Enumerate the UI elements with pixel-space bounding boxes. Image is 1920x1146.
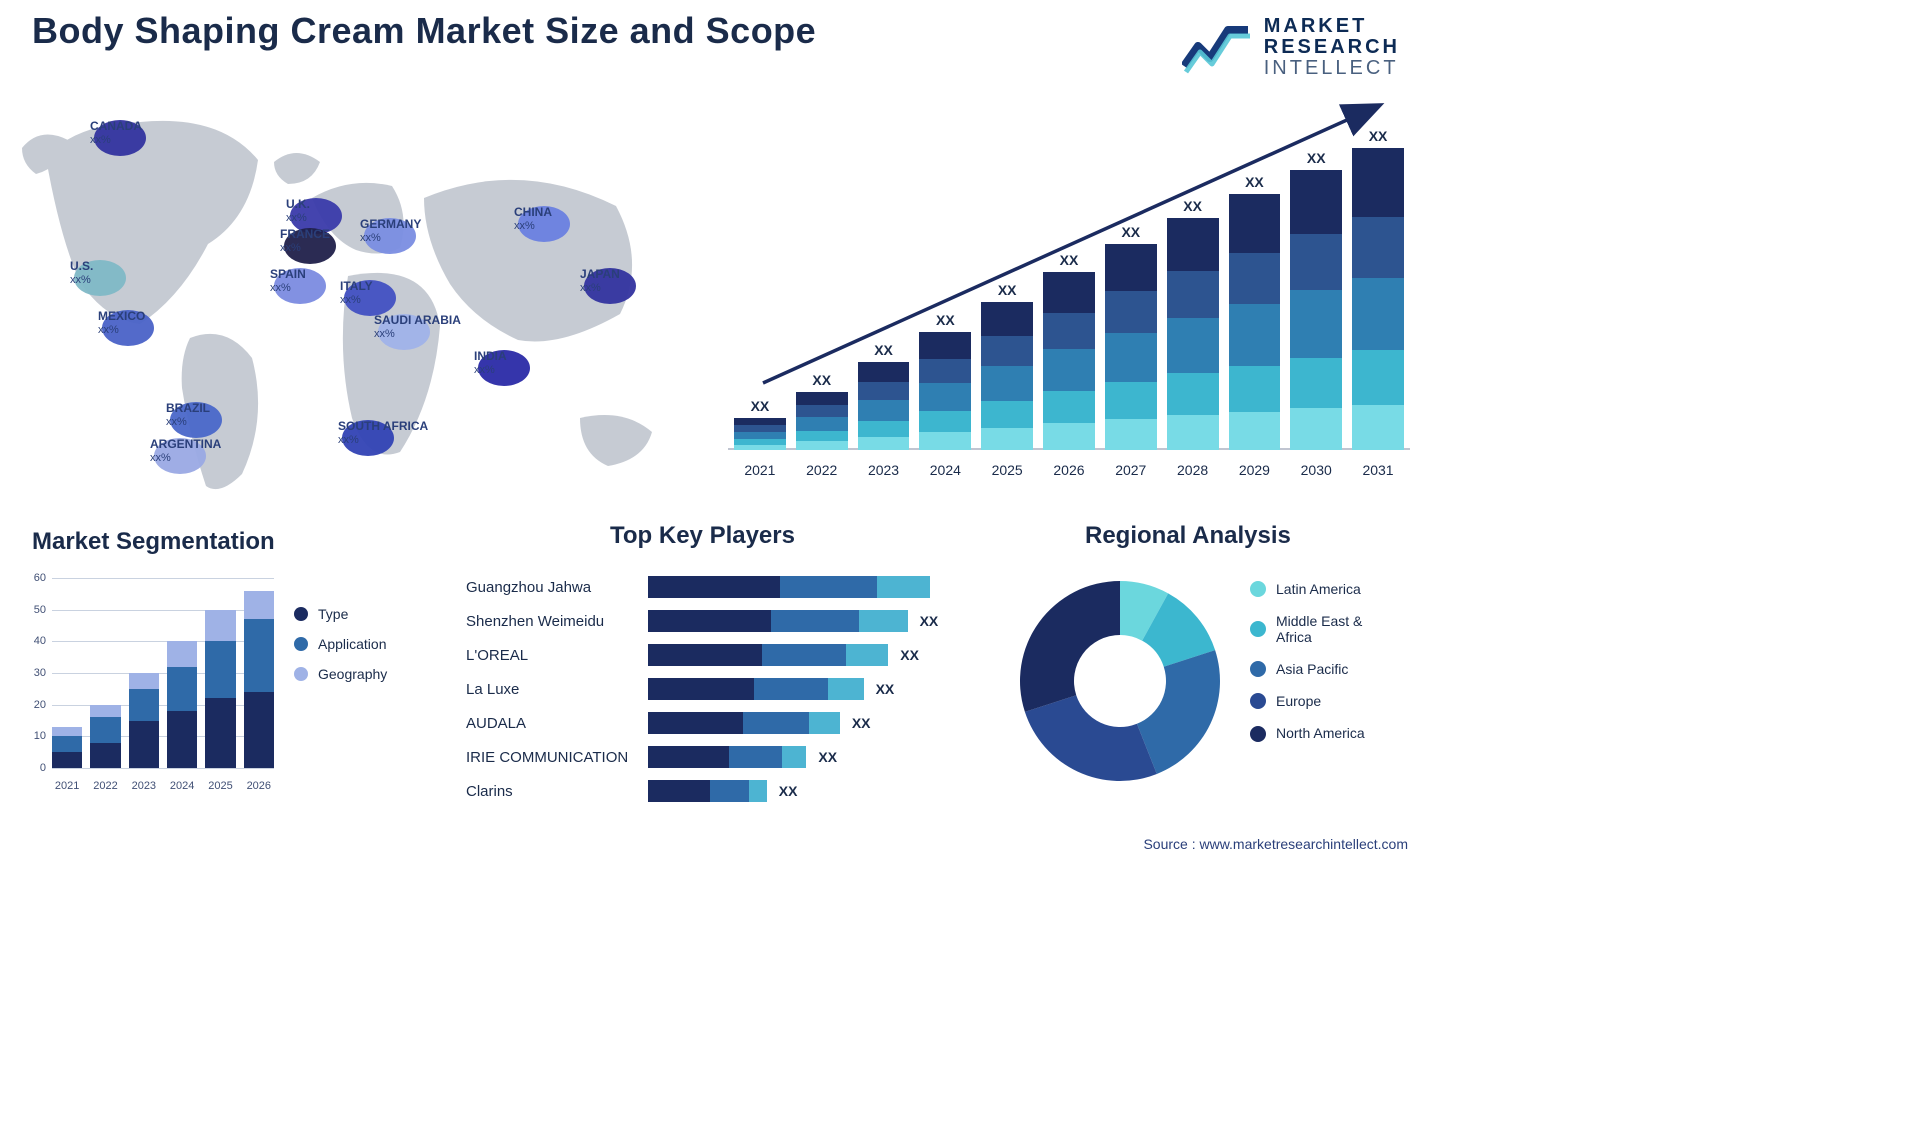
logo-text-3: INTELLECT [1264,58,1400,79]
kp-row-l-oreal: L'OREALXX [466,640,976,670]
kp-row-la-luxe: La LuxeXX [466,674,976,704]
seg-bar-2026 [244,591,274,768]
logo-mark-icon [1182,22,1252,74]
donut-slice-europe [1025,695,1157,781]
forecast-year-2024: 2024 [919,462,971,478]
map-label-u-s-: U.S.xx% [70,260,93,286]
map-label-u-k-: U.K.xx% [286,198,310,224]
map-label-south-africa: SOUTH AFRICAxx% [338,420,428,446]
key-players-chart: Guangzhou Jahwa Shenzhen WeimeiduXX L'OREA… [466,556,976,836]
forecast-chart: XXXXXXXXXXXXXXXXXXXXXX 20212022202320242… [728,90,1410,478]
forecast-year-2030: 2030 [1290,462,1342,478]
forecast-year-2028: 2028 [1167,462,1219,478]
map-label-mexico: MEXICOxx% [98,310,145,336]
world-map: CANADAxx% U.S.xx% MEXICOxx% BRAZILxx% ARGENT… [20,88,690,508]
map-label-spain: SPAINxx% [270,268,306,294]
kp-row-audala: AUDALAXX [466,708,976,738]
forecast-bar-2031: XX [1352,128,1404,450]
regional-chart: Latin America Middle East &Africa Asia Pac… [1005,556,1415,836]
map-label-saudi-arabia: SAUDI ARABIAxx% [374,314,461,340]
forecast-year-2021: 2021 [734,462,786,478]
forecast-bar-2021: XX [734,398,786,450]
seg-legend-type: Type [294,606,387,622]
forecast-year-2029: 2029 [1229,462,1281,478]
source-attribution: Source : www.marketresearchintellect.com [1143,836,1408,852]
map-label-japan: JAPANxx% [580,268,620,294]
seg-bar-2023 [129,673,159,768]
seg-legend-geography: Geography [294,666,387,682]
reg-legend-middle-east-africa: Middle East &Africa [1250,613,1365,645]
map-label-brazil: BRAZILxx% [166,402,210,428]
reg-legend-latin-america: Latin America [1250,581,1365,597]
forecast-year-2027: 2027 [1105,462,1157,478]
reg-legend-north-america: North America [1250,725,1365,741]
reg-legend-asia-pacific: Asia Pacific [1250,661,1365,677]
key-players-title: Top Key Players [610,522,795,550]
logo-text-1: MARKET [1264,16,1400,37]
kp-row-guangzhou-jahwa: Guangzhou Jahwa [466,572,976,602]
kp-row-shenzhen-weimeidu: Shenzhen WeimeiduXX [466,606,976,636]
forecast-bar-2025: XX [981,282,1033,450]
brand-logo: MARKET RESEARCH INTELLECT [1182,16,1400,79]
seg-bar-2021 [52,727,82,768]
map-label-argentina: ARGENTINAxx% [150,438,221,464]
seg-legend-application: Application [294,636,387,652]
regional-donut-icon [1005,566,1235,796]
forecast-bar-2026: XX [1043,252,1095,450]
forecast-bar-2024: XX [919,312,971,450]
seg-bar-2025 [205,610,235,768]
regional-title: Regional Analysis [1085,522,1291,550]
forecast-year-2025: 2025 [981,462,1033,478]
forecast-year-2031: 2031 [1352,462,1404,478]
reg-legend-europe: Europe [1250,693,1365,709]
forecast-year-2026: 2026 [1043,462,1095,478]
forecast-bar-2028: XX [1167,198,1219,450]
donut-slice-north-america [1020,581,1120,712]
segmentation-chart: 0102030405060 202120222023202420252026 T… [20,572,450,832]
seg-bar-2024 [167,641,197,768]
regional-legend: Latin America Middle East &Africa Asia Pac… [1250,581,1365,758]
forecast-bar-2029: XX [1229,174,1281,450]
kp-row-irie-communication: IRIE COMMUNICATIONXX [466,742,976,772]
segmentation-legend: Type Application Geography [294,606,387,696]
seg-bar-2022 [90,705,120,768]
map-label-china: CHINAxx% [514,206,552,232]
map-label-germany: GERMANYxx% [360,218,421,244]
forecast-bar-2023: XX [858,342,910,450]
map-label-india: INDIAxx% [474,350,507,376]
forecast-bar-2030: XX [1290,150,1342,450]
map-label-france: FRANCExx% [280,228,330,254]
kp-row-clarins: ClarinsXX [466,776,976,806]
segmentation-title: Market Segmentation [32,528,275,556]
forecast-year-2023: 2023 [858,462,910,478]
map-label-italy: ITALYxx% [340,280,373,306]
page-title: Body Shaping Cream Market Size and Scope [32,10,816,52]
forecast-bar-2027: XX [1105,224,1157,450]
map-label-canada: CANADAxx% [90,120,142,146]
logo-text-2: RESEARCH [1264,37,1400,58]
forecast-bar-2022: XX [796,372,848,450]
forecast-year-2022: 2022 [796,462,848,478]
